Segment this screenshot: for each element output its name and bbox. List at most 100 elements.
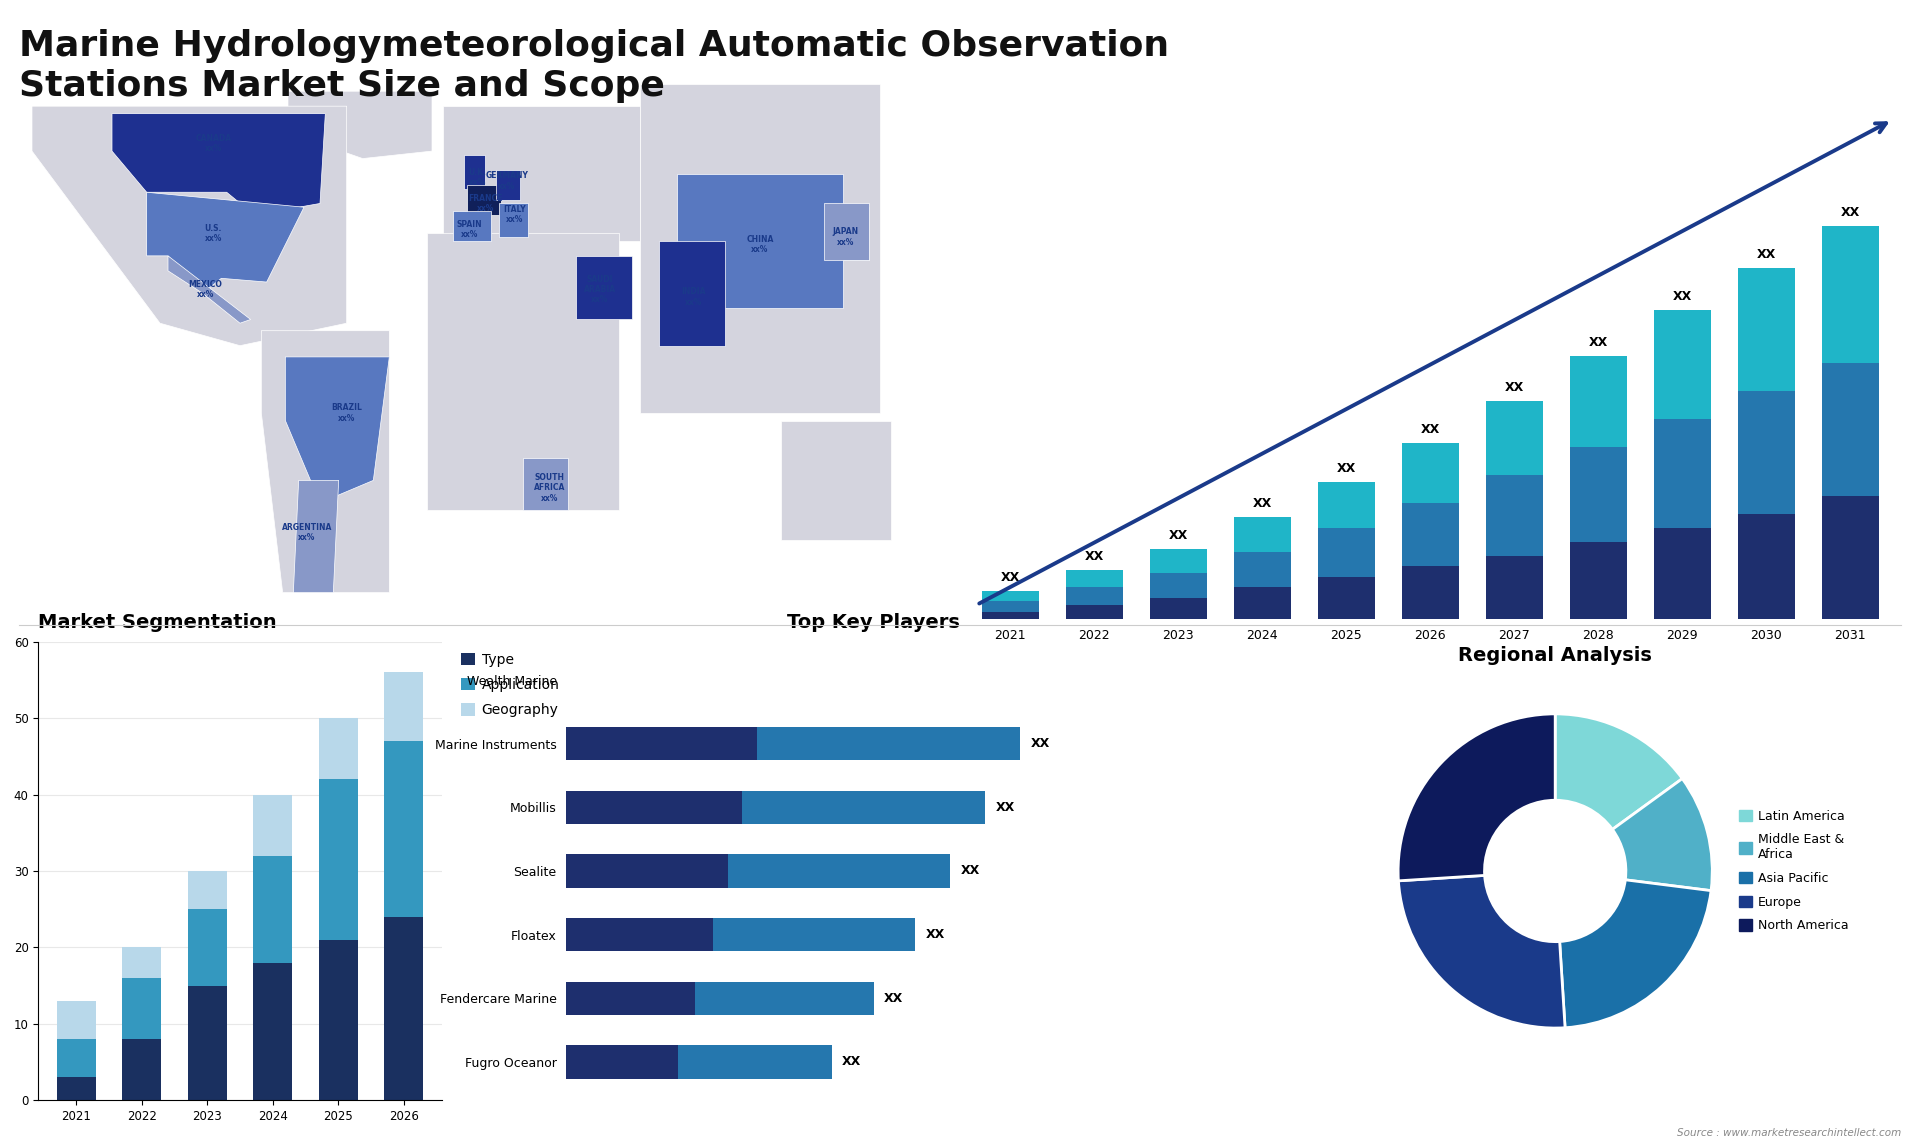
- Bar: [981, 602, 1039, 612]
- Text: XX: XX: [1000, 571, 1020, 583]
- Text: XX: XX: [1757, 248, 1776, 261]
- Bar: [1822, 363, 1880, 496]
- Bar: [566, 1045, 678, 1078]
- Bar: [712, 918, 916, 951]
- Bar: [1235, 552, 1290, 587]
- Polygon shape: [639, 84, 879, 413]
- Legend: Latin America, Middle East &
Africa, Asia Pacific, Europe, North America: Latin America, Middle East & Africa, Asi…: [1734, 804, 1853, 937]
- Wedge shape: [1613, 778, 1713, 890]
- Bar: [1486, 474, 1544, 556]
- Bar: [1235, 517, 1290, 552]
- Title: Regional Analysis: Regional Analysis: [1459, 645, 1651, 665]
- Wedge shape: [1398, 714, 1555, 881]
- Bar: [981, 612, 1039, 619]
- Polygon shape: [824, 204, 870, 260]
- Bar: [1653, 527, 1711, 619]
- Text: MARKET
RESEARCH
INTELLECT: MARKET RESEARCH INTELLECT: [1761, 86, 1803, 107]
- Polygon shape: [288, 92, 432, 158]
- Polygon shape: [522, 458, 568, 510]
- Text: XX: XX: [1421, 423, 1440, 437]
- Polygon shape: [33, 107, 348, 346]
- Bar: [1738, 513, 1795, 619]
- Text: XX: XX: [1031, 737, 1050, 751]
- Text: XX: XX: [1588, 336, 1609, 348]
- Polygon shape: [453, 211, 492, 241]
- Legend: Type, Application, Geography: Type, Application, Geography: [457, 649, 564, 721]
- Bar: [319, 719, 357, 779]
- Bar: [1653, 311, 1711, 419]
- Text: XX: XX: [1085, 550, 1104, 563]
- Polygon shape: [465, 155, 486, 188]
- Text: XX: XX: [883, 991, 902, 1005]
- Text: XX: XX: [843, 1055, 862, 1068]
- Text: XX: XX: [925, 928, 945, 941]
- Bar: [1571, 355, 1626, 447]
- Text: SAUDI
ARABIA
xx%: SAUDI ARABIA xx%: [584, 275, 616, 305]
- Bar: [1822, 226, 1880, 363]
- Bar: [123, 1039, 161, 1100]
- Bar: [1317, 527, 1375, 576]
- Text: XX: XX: [996, 801, 1016, 814]
- Text: XX: XX: [1841, 206, 1860, 219]
- Bar: [1317, 482, 1375, 527]
- Bar: [1486, 401, 1544, 474]
- Wedge shape: [1559, 880, 1711, 1028]
- Bar: [678, 1045, 831, 1078]
- Polygon shape: [261, 331, 390, 592]
- Text: INDIA
xx%: INDIA xx%: [682, 288, 705, 307]
- Text: SOUTH
AFRICA
xx%: SOUTH AFRICA xx%: [534, 473, 564, 503]
- Bar: [566, 791, 743, 824]
- Bar: [1738, 391, 1795, 513]
- Polygon shape: [659, 241, 726, 346]
- Text: XX: XX: [1336, 462, 1356, 474]
- Bar: [58, 1000, 96, 1039]
- Bar: [188, 871, 227, 909]
- Bar: [123, 948, 161, 978]
- Bar: [253, 963, 292, 1100]
- Bar: [1066, 570, 1123, 587]
- Bar: [1317, 576, 1375, 619]
- Bar: [1571, 447, 1626, 542]
- Polygon shape: [499, 204, 528, 237]
- Text: U.K.
xx%: U.K. xx%: [468, 167, 486, 187]
- Polygon shape: [781, 421, 891, 540]
- Text: U.S.
xx%: U.S. xx%: [205, 223, 223, 243]
- Bar: [123, 978, 161, 1039]
- Text: ARGENTINA
xx%: ARGENTINA xx%: [282, 523, 332, 542]
- Bar: [1486, 556, 1544, 619]
- Wedge shape: [1555, 714, 1682, 830]
- Bar: [384, 917, 422, 1100]
- Polygon shape: [576, 256, 632, 320]
- Polygon shape: [824, 207, 870, 260]
- Wedge shape: [1398, 876, 1565, 1028]
- Polygon shape: [294, 480, 338, 592]
- Polygon shape: [467, 185, 501, 214]
- Bar: [319, 940, 357, 1100]
- Polygon shape: [678, 173, 843, 308]
- Bar: [756, 727, 1020, 760]
- Text: CANADA
xx%: CANADA xx%: [196, 134, 232, 154]
- Bar: [566, 918, 712, 951]
- Bar: [1150, 598, 1208, 619]
- Text: GERMANY
xx%: GERMANY xx%: [486, 171, 528, 190]
- Bar: [1066, 605, 1123, 619]
- Bar: [1150, 573, 1208, 598]
- Text: BRAZIL
xx%: BRAZIL xx%: [332, 403, 363, 423]
- Bar: [1653, 419, 1711, 527]
- Polygon shape: [426, 234, 618, 510]
- Text: XX: XX: [1252, 497, 1273, 510]
- Text: CHINA
xx%: CHINA xx%: [747, 235, 774, 254]
- Bar: [1150, 549, 1208, 573]
- Text: XX: XX: [1672, 290, 1692, 303]
- Bar: [188, 909, 227, 986]
- Polygon shape: [146, 193, 303, 293]
- Bar: [1235, 587, 1290, 619]
- Bar: [1402, 503, 1459, 566]
- Bar: [1402, 444, 1459, 503]
- Bar: [384, 673, 422, 741]
- Bar: [188, 986, 227, 1100]
- Text: FRANCE
xx%: FRANCE xx%: [468, 194, 503, 213]
- Text: SPAIN
xx%: SPAIN xx%: [457, 220, 482, 240]
- Bar: [695, 982, 874, 1015]
- Text: JAPAN
xx%: JAPAN xx%: [831, 227, 858, 246]
